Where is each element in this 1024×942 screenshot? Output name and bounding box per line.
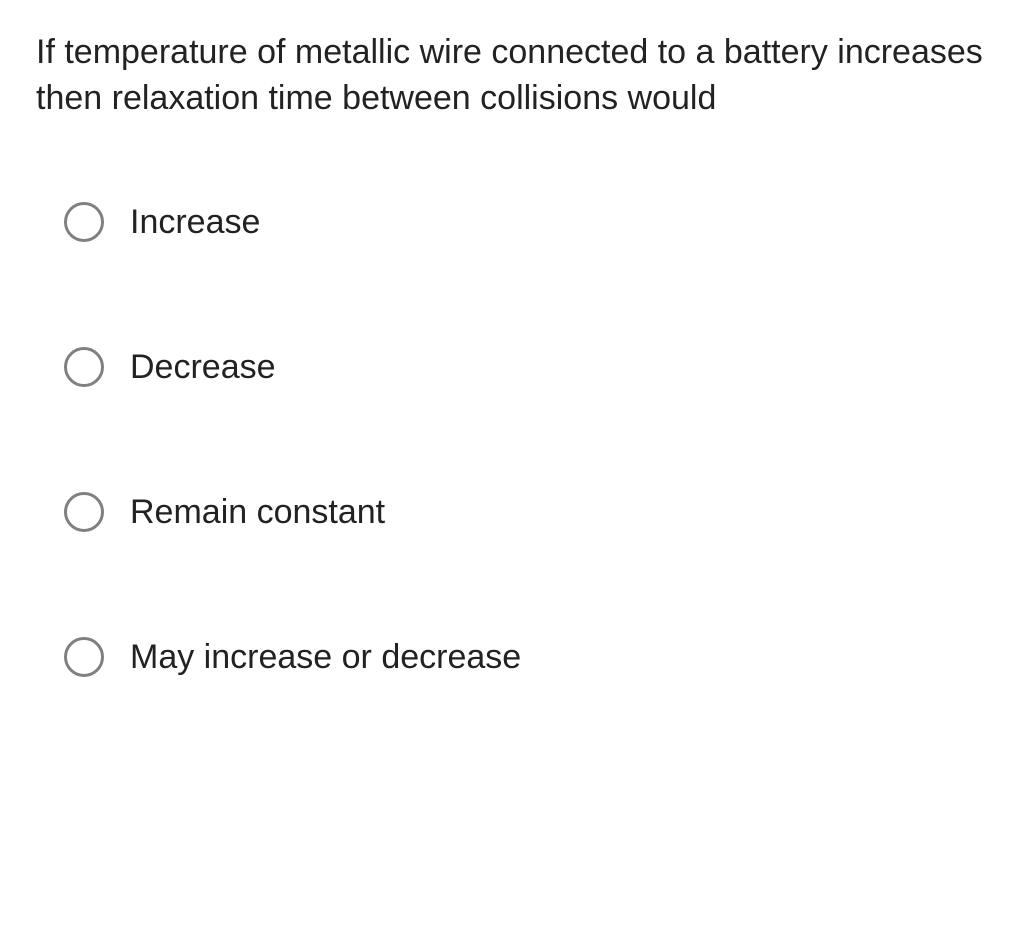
option-label: Increase (130, 205, 260, 239)
option-row[interactable]: Decrease (64, 347, 988, 387)
radio-icon[interactable] (64, 637, 104, 677)
option-row[interactable]: May increase or decrease (64, 637, 988, 677)
options-list: Increase Decrease Remain constant May in… (36, 202, 988, 677)
option-row[interactable]: Remain constant (64, 492, 988, 532)
option-label: Decrease (130, 350, 276, 384)
radio-icon[interactable] (64, 492, 104, 532)
radio-icon[interactable] (64, 202, 104, 242)
option-label: May increase or decrease (130, 640, 521, 674)
question-text: If temperature of metallic wire connecte… (36, 30, 988, 122)
option-row[interactable]: Increase (64, 202, 988, 242)
radio-icon[interactable] (64, 347, 104, 387)
option-label: Remain constant (130, 495, 385, 529)
